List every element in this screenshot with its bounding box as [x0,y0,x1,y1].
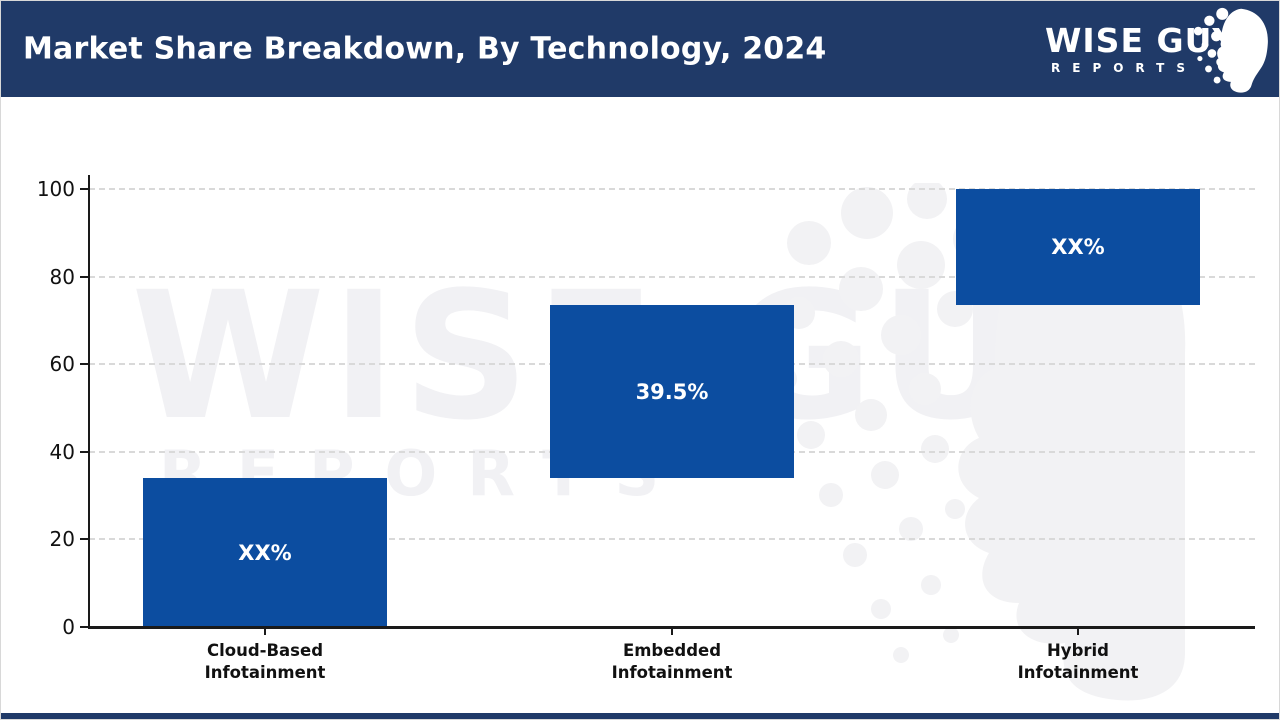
x-category-label-line: Cloud-Based [206,641,324,660]
bar-label-2: XX% [1051,235,1105,260]
brand-subtitle: REPORTS [1051,61,1197,75]
y-axis-line [88,175,90,628]
bar-label-0: XX% [238,540,292,565]
y-tick-label-20: 20 [49,527,75,552]
y-tick-label-100: 100 [36,177,75,201]
y-tick-20 [80,538,89,541]
gridline-80 [89,275,1255,278]
brand-name: WISE GUY [1045,21,1238,60]
bar-2 [956,189,1200,306]
header: Market Share Breakdown, By Technology, 2… [1,1,1279,97]
x-category-label-0: Cloud-Based Infotainment [105,640,425,684]
bar-0 [143,478,387,627]
bar-1 [550,305,794,479]
x-category-label-line: Infotainment [204,662,326,682]
y-tick-label-40: 40 [49,439,75,464]
bar-label-1: 39.5% [635,379,709,404]
y-tick-100 [80,188,89,190]
footer-bar [1,713,1279,719]
watermark-head-icon [773,183,1186,701]
y-tick-80 [80,275,89,278]
y-tick-40 [80,450,89,453]
gridline-100 [89,188,1255,190]
x-category-label-line: Hybrid [1047,641,1109,660]
x-category-label-line: Infotainment [611,662,733,682]
x-category-label-1: Embedded Infotainment [512,640,832,684]
x-category-label-line: Infotainment [1017,662,1139,682]
brand-logo: WISE GUY REPORTS [1015,5,1268,93]
y-tick-label-0: 0 [62,615,75,639]
y-tick-label-60: 60 [49,352,75,377]
gridline-20 [89,538,1255,541]
y-tick-60 [80,363,89,366]
x-category-label-line: Embedded [622,641,722,660]
x-category-label-2: Hybrid Infotainment [918,640,1238,684]
chart-title: Market Share Breakdown, By Technology, 2… [23,31,827,67]
x-tick-2 [1077,627,1079,635]
x-tick-0 [264,627,266,635]
x-tick-1 [671,627,673,635]
y-tick-label-80: 80 [49,264,75,289]
wiseguy-head-icon [1193,7,1268,93]
y-tick-0 [80,626,89,628]
